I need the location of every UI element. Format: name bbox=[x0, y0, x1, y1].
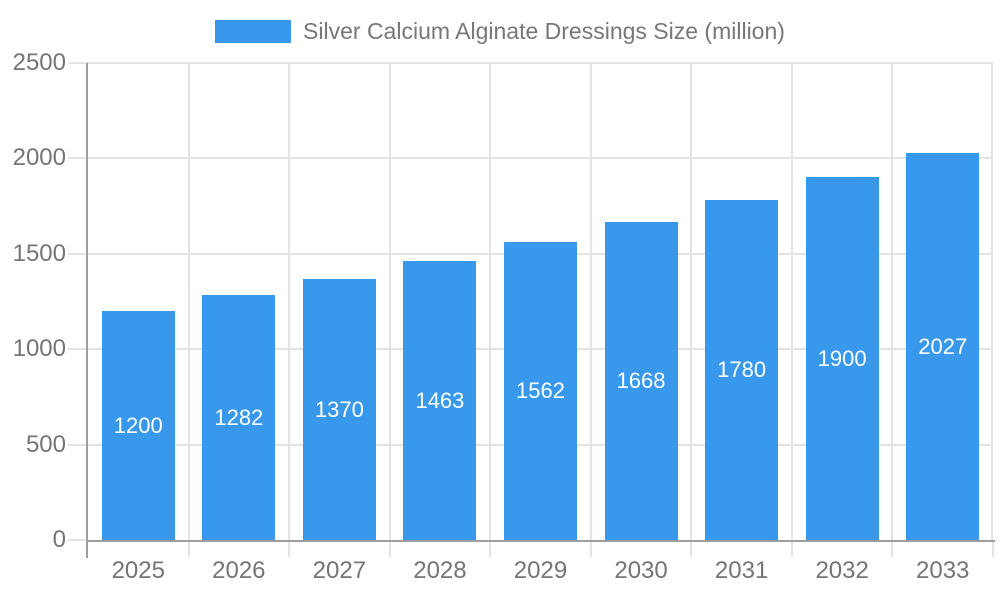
x-axis-tick-label: 2031 bbox=[714, 557, 769, 584]
bar: 1200 bbox=[101, 311, 175, 540]
x-axis-tick-label: 2033 bbox=[916, 557, 970, 584]
legend-item[interactable]: Silver Calcium Alginate Dressings Size (… bbox=[215, 18, 785, 45]
bar: 1463 bbox=[403, 261, 477, 540]
v-gridline bbox=[690, 63, 693, 540]
bar-value-label: 1780 bbox=[717, 357, 767, 382]
y-axis-tick-label: 500 bbox=[25, 430, 66, 458]
x-axis-tick-label: 2026 bbox=[212, 557, 266, 584]
y-axis-tick-label: 1000 bbox=[12, 335, 66, 363]
bar: 1780 bbox=[705, 200, 779, 540]
bar-value-label: 1463 bbox=[415, 387, 465, 413]
y-axis-tick bbox=[68, 62, 88, 64]
v-gridline bbox=[991, 63, 993, 540]
x-axis-tick-label: 2028 bbox=[413, 557, 467, 584]
y-axis-tick-label: 1500 bbox=[12, 239, 66, 267]
bar-value-label: 1900 bbox=[817, 345, 867, 371]
x-axis-tick-label: 2027 bbox=[312, 557, 367, 584]
bar: 1668 bbox=[604, 222, 678, 540]
bar-value-label: 1668 bbox=[616, 368, 666, 393]
h-gridline bbox=[88, 62, 993, 64]
bar-value-label: 1282 bbox=[214, 404, 264, 430]
y-axis-tick-label: 2500 bbox=[12, 49, 66, 76]
v-gridline bbox=[187, 63, 190, 540]
y-axis-tick bbox=[68, 348, 88, 351]
v-gridline bbox=[288, 63, 291, 540]
bar-value-label: 1370 bbox=[314, 396, 364, 422]
bar: 1900 bbox=[805, 177, 879, 540]
y-axis-tick-label: 2000 bbox=[12, 144, 66, 172]
y-axis-tick bbox=[68, 539, 88, 541]
x-axis-tick bbox=[589, 540, 592, 557]
v-gridline bbox=[589, 63, 592, 540]
x-axis-tick-label: 2025 bbox=[111, 557, 165, 584]
legend-swatch-icon bbox=[215, 20, 292, 43]
y-axis-tick bbox=[68, 157, 88, 160]
y-axis-tick bbox=[68, 443, 88, 446]
bar: 1282 bbox=[202, 295, 276, 540]
x-axis-tick bbox=[790, 540, 793, 557]
y-axis-line bbox=[86, 63, 88, 558]
bar-value-label: 2027 bbox=[918, 333, 968, 359]
x-axis-tick bbox=[992, 540, 994, 557]
x-axis-line bbox=[86, 540, 995, 542]
v-gridline bbox=[891, 63, 894, 540]
x-axis-tick bbox=[187, 540, 190, 557]
x-axis-tick bbox=[288, 540, 291, 557]
v-gridline bbox=[489, 63, 492, 540]
bar-value-label: 1200 bbox=[113, 412, 163, 438]
bar: 1562 bbox=[504, 242, 577, 540]
v-gridline bbox=[790, 63, 793, 540]
legend: Silver Calcium Alginate Dressings Size (… bbox=[0, 18, 1000, 45]
bar: 1370 bbox=[302, 279, 376, 540]
bar-value-label: 1562 bbox=[516, 378, 565, 403]
x-axis-tick bbox=[891, 540, 894, 557]
bar: 2027 bbox=[906, 153, 980, 540]
x-axis-tick-label: 2030 bbox=[614, 557, 668, 584]
y-axis-tick-label: 0 bbox=[52, 526, 66, 553]
x-axis-tick-label: 2029 bbox=[513, 557, 568, 584]
x-axis-tick-label: 2032 bbox=[815, 557, 869, 584]
plot-area: 1200 1282 1370 1463 1562 1668 1780 1900 2027 bbox=[88, 62, 993, 540]
x-axis-tick bbox=[489, 540, 492, 557]
h-gridline bbox=[88, 157, 993, 160]
v-gridline bbox=[388, 63, 391, 540]
x-axis-tick bbox=[388, 540, 391, 557]
legend-label: Silver Calcium Alginate Dressings Size (… bbox=[303, 18, 785, 44]
x-axis-tick bbox=[690, 540, 693, 557]
y-axis-tick bbox=[68, 252, 88, 255]
